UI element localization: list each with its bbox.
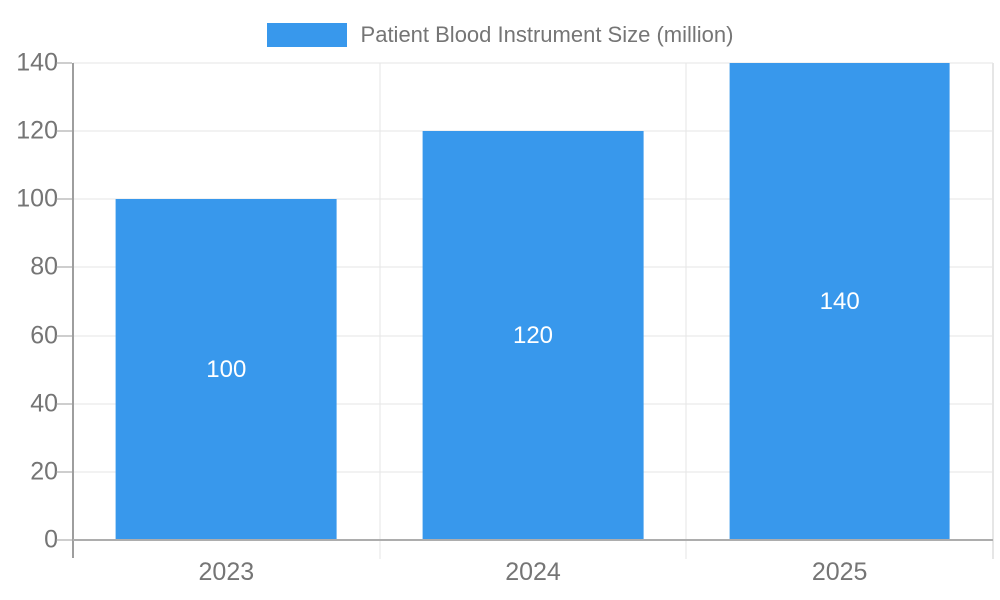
y-axis-tick-label: 0 xyxy=(44,525,58,554)
y-axis-tick xyxy=(56,471,72,473)
y-axis-tick-label: 120 xyxy=(16,116,58,145)
y-axis-labels: 0 20 40 60 80 100 120 140 xyxy=(0,50,58,552)
bar-2023[interactable]: 100 xyxy=(115,199,337,540)
y-axis-tick xyxy=(56,130,72,132)
legend-label: Patient Blood Instrument Size (million) xyxy=(360,22,734,47)
y-axis-tick xyxy=(56,335,72,337)
gridline-vertical xyxy=(685,63,687,559)
legend-item[interactable]: Patient Blood Instrument Size (million) xyxy=(0,22,1000,47)
plot-area: 100 120 140 xyxy=(56,62,994,559)
y-axis-tick-label: 100 xyxy=(16,184,58,213)
y-axis-line xyxy=(72,63,74,558)
x-axis-label: 2025 xyxy=(811,558,868,586)
y-axis-tick xyxy=(56,62,72,64)
bar-value-label: 120 xyxy=(512,321,554,349)
gridline-horizontal xyxy=(73,62,993,64)
y-axis-tick xyxy=(56,198,72,200)
x-axis-label: 2024 xyxy=(505,558,561,586)
bar-value-label: 140 xyxy=(819,287,860,315)
bar-2025[interactable]: 140 xyxy=(729,63,951,540)
bar-value-label: 100 xyxy=(206,355,247,383)
legend-swatch xyxy=(266,23,347,47)
y-axis-tick-label: 80 xyxy=(30,252,58,281)
x-axis-labels: 2023 2024 2025 xyxy=(73,558,993,594)
gridline-vertical xyxy=(379,63,381,559)
gridline-vertical xyxy=(992,63,994,559)
bar-2024[interactable]: 120 xyxy=(422,131,644,540)
y-axis-tick-label: 60 xyxy=(30,321,58,350)
y-axis-tick-label: 40 xyxy=(30,389,58,418)
x-axis-label: 2023 xyxy=(198,558,255,586)
y-axis-tick xyxy=(56,403,72,405)
y-axis-tick-label: 140 xyxy=(16,48,58,77)
x-axis-line xyxy=(73,539,993,541)
y-axis-tick-label: 20 xyxy=(30,457,58,486)
y-axis-tick xyxy=(56,539,72,541)
y-axis-tick xyxy=(56,266,72,268)
